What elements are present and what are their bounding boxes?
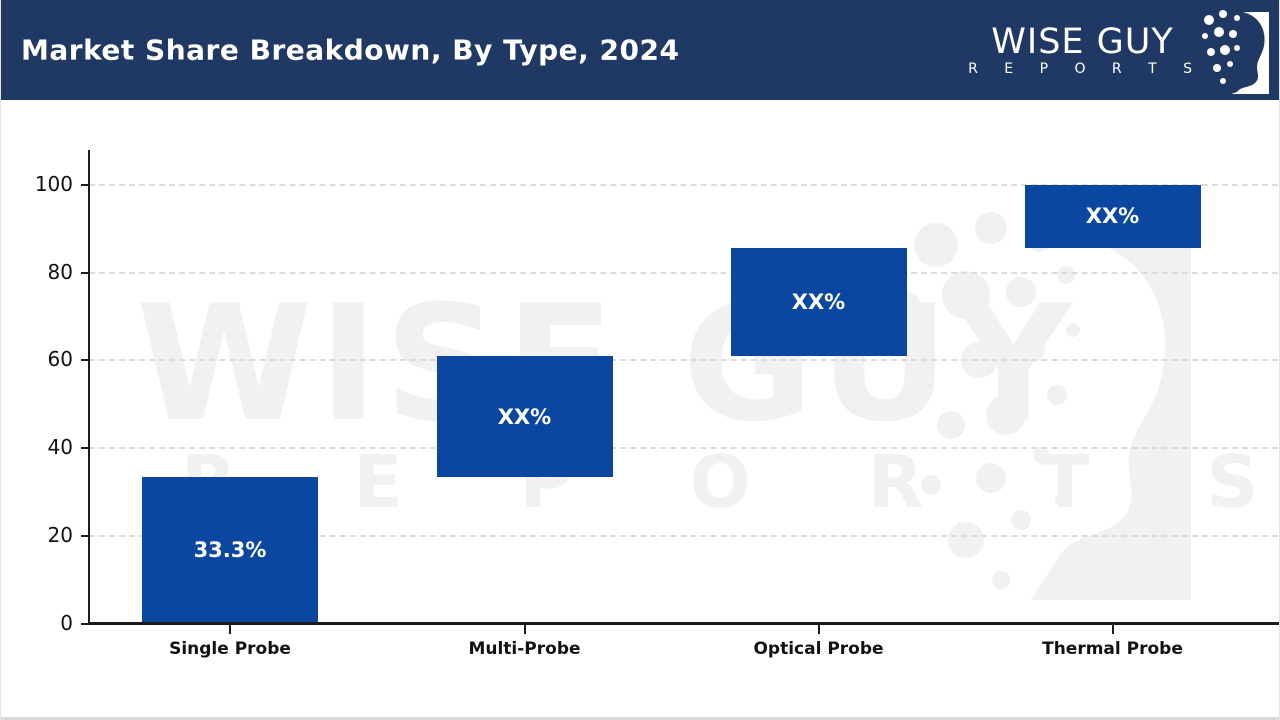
x-tick-mark xyxy=(229,625,231,634)
bar-multi-probe: XX% xyxy=(436,356,613,478)
bar-value-label: 33.3% xyxy=(193,538,267,563)
gridline xyxy=(89,184,1278,186)
gridline xyxy=(89,271,1278,274)
y-tick-mark xyxy=(81,271,89,274)
bottom-accent-strip xyxy=(1,717,1279,720)
y-tick-label: 20 xyxy=(47,522,73,547)
logo-subtitle: R E P O R T S xyxy=(968,61,1203,77)
bar-value-label: XX% xyxy=(791,289,846,314)
bar-single-probe: 33.3% xyxy=(142,477,318,624)
bar-thermal-probe: XX% xyxy=(1024,185,1201,248)
page-title: Market Share Breakdown, By Type, 2024 xyxy=(21,33,680,67)
y-tick-label: 80 xyxy=(47,259,73,284)
gridline xyxy=(89,534,1278,537)
y-tick-mark xyxy=(81,622,89,625)
y-axis-spine xyxy=(88,150,90,625)
x-tick-mark xyxy=(1111,625,1114,634)
y-tick-mark xyxy=(81,359,89,362)
x-tick-label: Optical Probe xyxy=(753,639,884,659)
y-tick-label: 0 xyxy=(60,610,73,635)
y-tick-label: 40 xyxy=(47,435,73,460)
gridline xyxy=(89,359,1278,362)
gridline xyxy=(89,447,1278,450)
y-tick-label: 60 xyxy=(47,347,73,372)
watermark-head-dots xyxy=(892,212,1191,600)
y-tick-mark xyxy=(81,447,89,450)
bar-value-label: XX% xyxy=(1085,204,1140,229)
logo-head-icon xyxy=(1202,10,1269,94)
wise-guy-logo: WISE GUY R E P O R T S xyxy=(968,0,1269,100)
x-tick-label: Single Probe xyxy=(169,639,291,659)
bar-optical-probe: XX% xyxy=(730,247,907,356)
bar-value-label: XX% xyxy=(497,404,552,429)
x-tick-label: Thermal Probe xyxy=(1042,639,1183,659)
y-tick-mark xyxy=(81,184,89,186)
y-tick-mark xyxy=(81,534,89,537)
watermark-text-reports: R E P O R T S xyxy=(181,440,1280,524)
logo-text: WISE GUY R E P O R T S xyxy=(962,24,1203,78)
x-axis-line xyxy=(88,622,1279,625)
header-bar: Market Share Breakdown, By Type, 2024 WI… xyxy=(1,0,1279,100)
logo-wordmark: WISE GUY xyxy=(991,22,1174,62)
x-tick-mark xyxy=(523,625,526,634)
x-tick-mark xyxy=(817,625,820,634)
x-tick-label: Multi-Probe xyxy=(468,639,581,659)
y-tick-label: 100 xyxy=(34,172,73,196)
